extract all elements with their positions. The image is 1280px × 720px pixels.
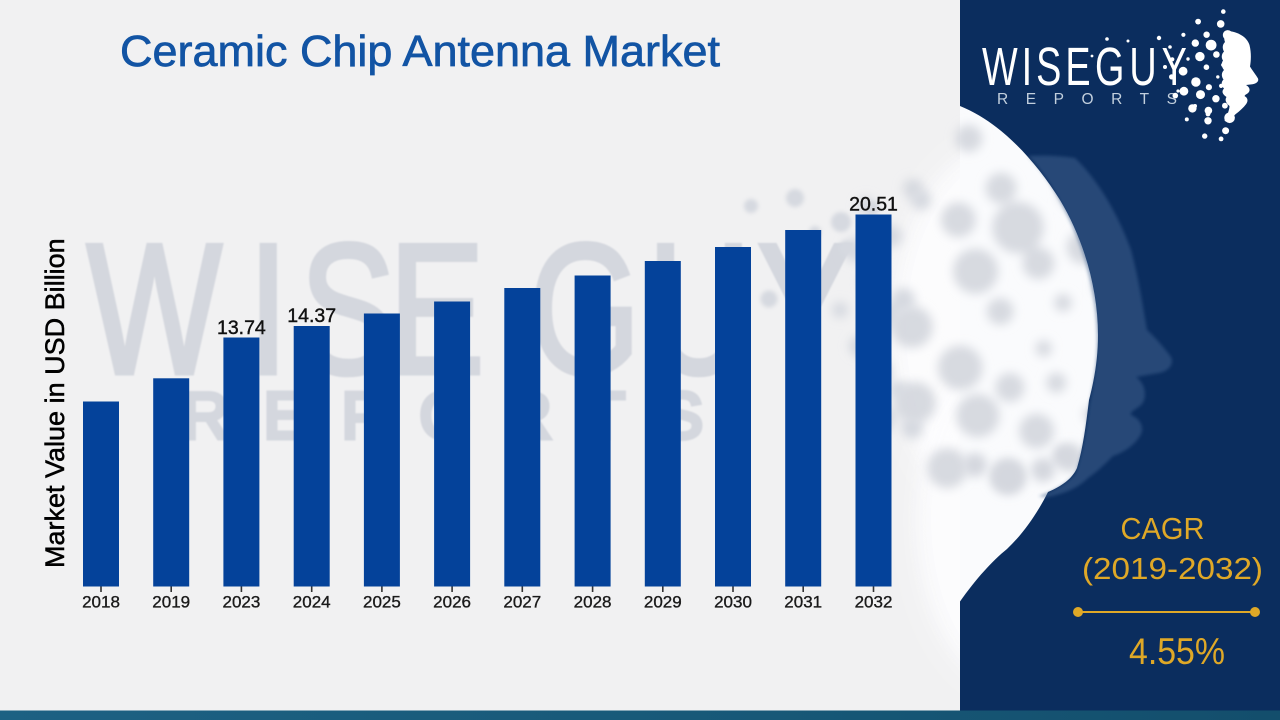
svg-text:2019: 2019 — [152, 593, 190, 612]
svg-text:WISE: WISE — [982, 36, 1095, 96]
svg-text:GUY: GUY — [1095, 36, 1192, 96]
svg-text:2025: 2025 — [363, 593, 401, 612]
svg-text:2028: 2028 — [574, 593, 612, 612]
svg-text:Ceramic Chip Antenna Market: Ceramic Chip Antenna Market — [120, 27, 720, 76]
svg-text:4.55%: 4.55% — [1129, 631, 1225, 672]
svg-text:2023: 2023 — [222, 593, 260, 612]
svg-text:2030: 2030 — [714, 593, 752, 612]
svg-text:2032: 2032 — [855, 593, 893, 612]
svg-text:20.51: 20.51 — [849, 194, 898, 216]
svg-text:14.37: 14.37 — [287, 305, 336, 327]
svg-text:2018: 2018 — [82, 593, 120, 612]
svg-text:2026: 2026 — [433, 593, 471, 612]
svg-text:(2019-2032): (2019-2032) — [1082, 551, 1263, 586]
svg-text:13.74: 13.74 — [217, 317, 266, 339]
svg-text:2031: 2031 — [784, 593, 822, 612]
svg-text:CAGR: CAGR — [1121, 511, 1205, 546]
svg-text:Market Value in USD Billion: Market Value in USD Billion — [40, 238, 70, 568]
svg-text:2024: 2024 — [293, 593, 331, 612]
svg-text:2029: 2029 — [644, 593, 682, 612]
svg-text:2027: 2027 — [503, 593, 541, 612]
